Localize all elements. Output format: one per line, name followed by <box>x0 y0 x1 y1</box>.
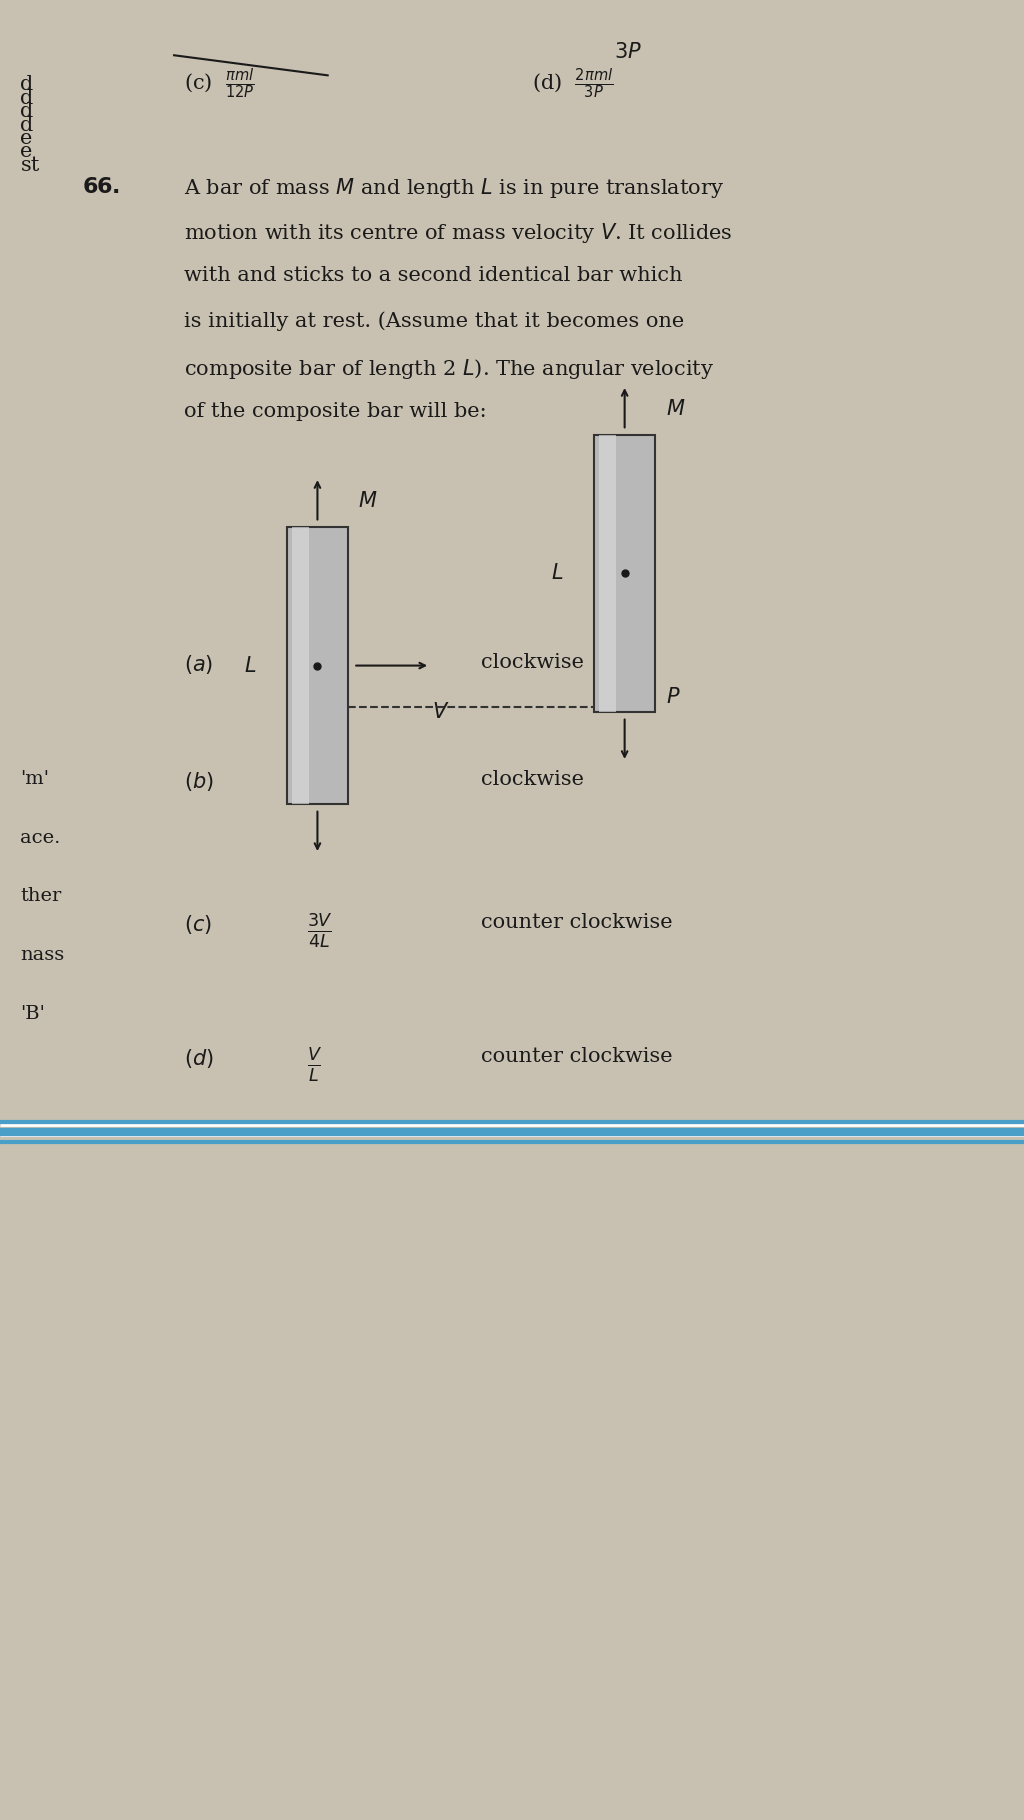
Text: $(b)$: $(b)$ <box>184 770 214 794</box>
Text: counter clockwise: counter clockwise <box>481 1046 673 1065</box>
Text: 'm': 'm' <box>20 770 49 788</box>
Text: st: st <box>20 157 40 175</box>
Text: (d)  $\frac{2\pi ml}{3P}$: (d) $\frac{2\pi ml}{3P}$ <box>532 67 613 102</box>
Bar <box>287 528 348 804</box>
Text: d: d <box>20 75 34 95</box>
Text: $\frac{3V}{4L}$: $\frac{3V}{4L}$ <box>307 912 333 950</box>
Text: $P$: $P$ <box>666 686 680 706</box>
Text: $\mathbf{66.}$: $\mathbf{66.}$ <box>82 177 120 198</box>
Text: d: d <box>20 115 34 135</box>
Text: ace.: ace. <box>20 828 60 846</box>
Bar <box>594 435 655 712</box>
Text: d: d <box>20 102 34 122</box>
Text: clockwise: clockwise <box>481 770 585 790</box>
Bar <box>292 528 309 804</box>
Text: motion with its centre of mass velocity $V$. It collides: motion with its centre of mass velocity … <box>184 220 733 246</box>
Text: 'B': 'B' <box>20 1005 45 1023</box>
Text: $L$: $L$ <box>551 564 563 584</box>
Text: composite bar of length 2 $L$). The angular velocity: composite bar of length 2 $L$). The angu… <box>184 357 715 380</box>
Text: $\frac{3V}{4L}$: $\frac{3V}{4L}$ <box>307 653 333 692</box>
Text: is initially at rest. (Assume that it becomes one: is initially at rest. (Assume that it be… <box>184 311 685 331</box>
Text: ther: ther <box>20 888 61 905</box>
Bar <box>599 435 616 712</box>
Text: e: e <box>20 142 33 162</box>
Text: $\frac{V}{L}$: $\frac{V}{L}$ <box>307 1046 323 1085</box>
Text: counter clockwise: counter clockwise <box>481 912 673 932</box>
Text: $V$: $V$ <box>432 703 450 723</box>
Text: e: e <box>20 129 33 147</box>
Text: d: d <box>20 89 34 107</box>
Text: of the composite bar will be:: of the composite bar will be: <box>184 402 487 420</box>
Text: nass: nass <box>20 946 65 965</box>
Text: with and sticks to a second identical bar which: with and sticks to a second identical ba… <box>184 266 683 286</box>
Text: $\frac{4V}{3L}$: $\frac{4V}{3L}$ <box>307 770 334 808</box>
Text: $(c)$: $(c)$ <box>184 912 212 935</box>
Text: clockwise: clockwise <box>481 653 585 672</box>
Text: $M$: $M$ <box>666 399 685 419</box>
Text: (c)  $\frac{\pi ml}{12P}$: (c) $\frac{\pi ml}{12P}$ <box>184 67 255 102</box>
Text: $M$: $M$ <box>358 491 378 511</box>
Text: $L$: $L$ <box>244 655 256 675</box>
Text: $(d)$: $(d)$ <box>184 1046 214 1070</box>
Text: A bar of mass $M$ and length $L$ is in pure translatory: A bar of mass $M$ and length $L$ is in p… <box>184 177 724 200</box>
Text: $(a)$: $(a)$ <box>184 653 214 675</box>
Text: $3P$: $3P$ <box>614 42 642 62</box>
